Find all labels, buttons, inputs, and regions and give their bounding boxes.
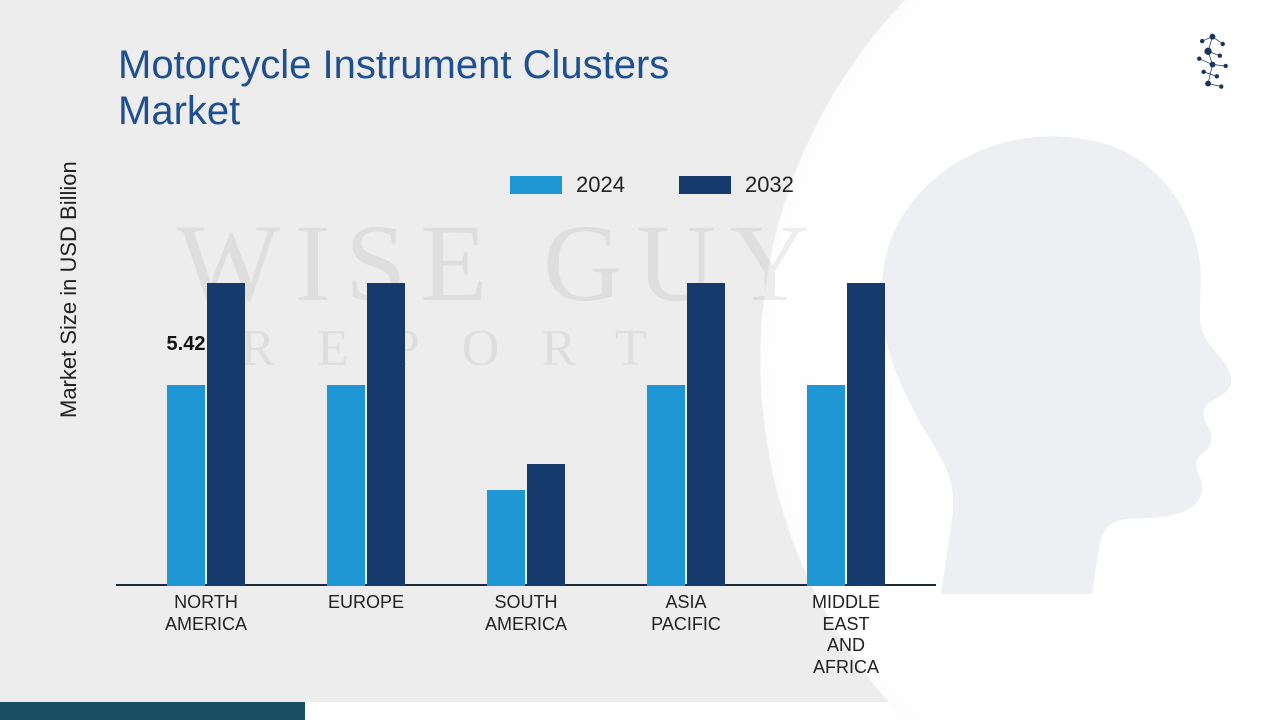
bar: [527, 464, 565, 586]
plot-area: 5.42: [116, 216, 936, 586]
brand-logo-line1: WISE GUY: [990, 28, 1163, 66]
x-axis-label: MIDDLEEASTANDAFRICA: [766, 592, 926, 678]
bar: [847, 283, 885, 586]
bar-chart: Market Size in USD Billion 5.42 NORTHAME…: [70, 168, 950, 688]
brand-logo-text: WISE GUY REPORTS: [990, 28, 1163, 82]
stage: WISE GUY REPORTS WISE GUY REPORTS Motorc…: [0, 0, 1280, 720]
x-axis-label: EUROPE: [286, 592, 446, 614]
bar: [367, 283, 405, 586]
x-axis-label: NORTHAMERICA: [126, 592, 286, 635]
bar-value-label: 5.42: [167, 333, 206, 356]
bar: [807, 385, 845, 586]
bar: [207, 283, 245, 586]
x-axis-label: ASIAPACIFIC: [606, 592, 766, 635]
brand-logo-line2: REPORTS: [990, 64, 1163, 82]
chart-title: Motorcycle Instrument Clusters Market: [118, 42, 758, 134]
bar: [647, 385, 685, 586]
brand-logo: WISE GUY REPORTS: [990, 22, 1250, 112]
bar: [687, 283, 725, 586]
x-axis-label: SOUTHAMERICA: [446, 592, 606, 635]
bar: [487, 490, 525, 586]
bottom-accent-bar: [0, 702, 305, 720]
y-axis-label: Market Size in USD Billion: [56, 161, 82, 418]
brand-logo-head-icon: [1172, 22, 1250, 110]
bar: [327, 385, 365, 586]
bar: [167, 385, 205, 586]
